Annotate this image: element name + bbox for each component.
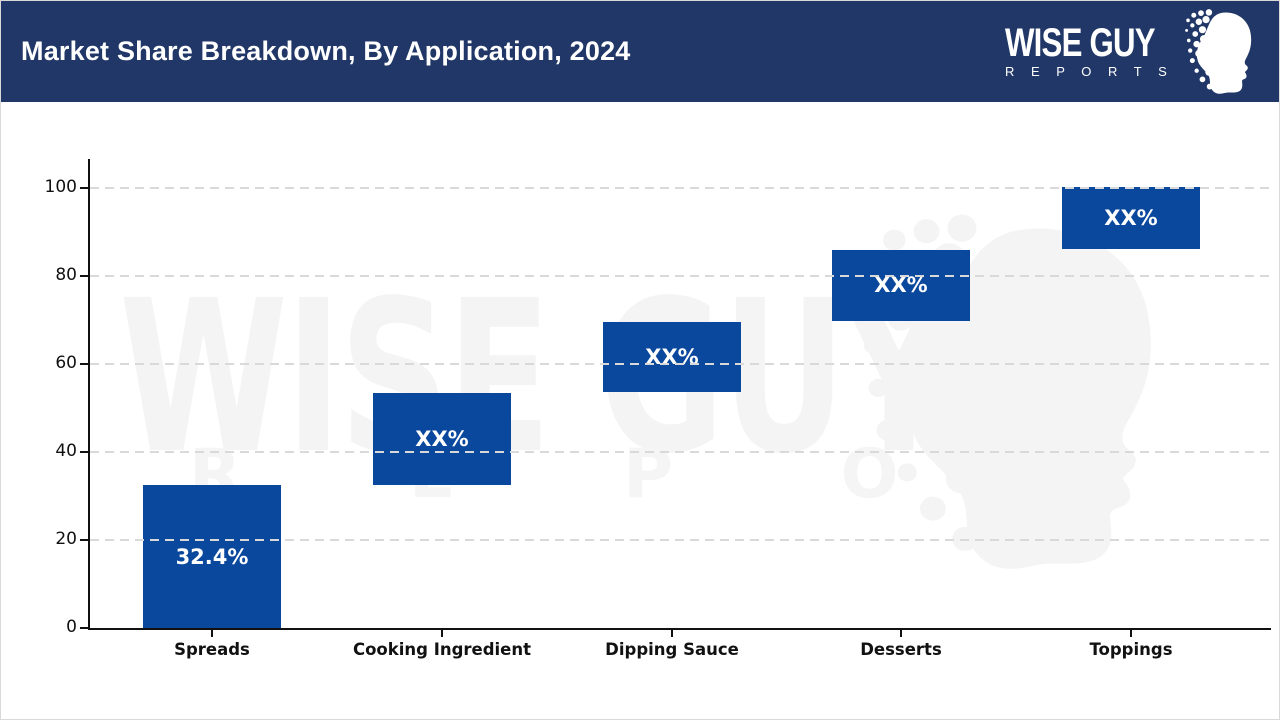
bar-segment: XX% [1062, 187, 1200, 250]
chart-title: Market Share Breakdown, By Application, … [21, 36, 631, 66]
logo-brand-sub: R E P O R T S [1004, 64, 1174, 79]
x-tick [671, 630, 673, 637]
gridline [90, 539, 1269, 541]
watermark-text: WISE GUY [119, 255, 955, 500]
y-tick [80, 451, 88, 453]
x-axis-category-label: Spreads [174, 640, 250, 659]
gridline [90, 363, 1269, 365]
bar-segment: 32.4% [143, 485, 281, 628]
y-tick-label: 0 [66, 617, 77, 637]
y-tick-label: 20 [55, 529, 77, 549]
x-axis-category-label: Toppings [1089, 640, 1173, 659]
y-tick [80, 187, 88, 189]
y-tick-label: 100 [44, 177, 77, 197]
logo-brand-name: WISE GUY [1004, 21, 1156, 65]
y-tick [80, 363, 88, 365]
logo-head-icon [1185, 8, 1252, 94]
bar-value-label: XX% [874, 273, 928, 298]
x-tick [211, 630, 213, 637]
bar-value-label: 32.4% [175, 544, 249, 569]
gridline [90, 451, 1269, 453]
x-axis-category-label: Dipping Sauce [605, 640, 739, 659]
x-tick [441, 630, 443, 637]
bar-segment: XX% [373, 393, 511, 486]
x-axis-category-label: Desserts [860, 640, 942, 659]
x-axis-category-label: Cooking Ingredient [352, 640, 532, 659]
y-tick-label: 40 [55, 441, 77, 461]
y-tick [80, 275, 88, 277]
x-tick [1130, 630, 1132, 637]
bar-segment: XX% [603, 322, 741, 393]
bar-value-label: XX% [1104, 206, 1158, 231]
bar-value-label: XX% [645, 345, 699, 370]
y-tick [80, 539, 88, 541]
y-axis-line [88, 159, 90, 630]
bar-segment: XX% [832, 250, 970, 321]
gridline [90, 187, 1269, 189]
bar-value-label: XX% [415, 427, 469, 452]
logo-wordmark: WISE GUY R E P O R T S [1004, 21, 1197, 79]
header-bar: Market Share Breakdown, By Application, … [1, 1, 1279, 102]
y-tick-label: 80 [55, 265, 77, 285]
x-tick [900, 630, 902, 637]
x-axis-line [88, 628, 1271, 630]
gridline [90, 275, 1269, 277]
y-tick-label: 60 [55, 353, 77, 373]
wise-guy-reports-logo: WISE GUY R E P O R T S [1005, 8, 1255, 96]
y-tick [80, 627, 88, 629]
